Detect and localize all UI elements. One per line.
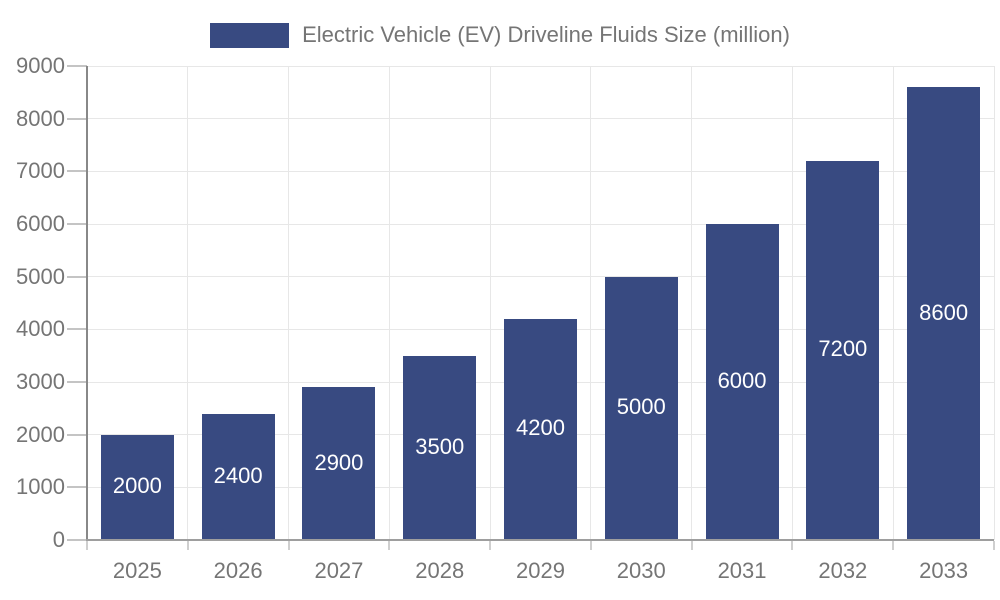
- y-tick-label: 3000: [16, 369, 65, 394]
- v-gridline: [590, 66, 592, 540]
- y-tick-mark: [67, 65, 87, 67]
- y-axis-line: [86, 66, 88, 541]
- y-tick-mark: [67, 486, 87, 489]
- y-tick-label: 5000: [16, 263, 65, 289]
- y-tick-mark: [67, 223, 87, 225]
- bar[interactable]: [100, 434, 174, 540]
- x-tick-label: 2031: [717, 558, 767, 583]
- x-tick-label: 2033: [919, 558, 969, 583]
- x-tick-label: 2026: [213, 558, 263, 583]
- x-tick-label: 2029: [516, 558, 565, 583]
- bar[interactable]: [604, 276, 678, 540]
- v-gridline: [388, 66, 390, 540]
- x-tick-mark: [993, 541, 995, 550]
- bar[interactable]: [302, 387, 376, 540]
- x-tick-mark: [388, 541, 391, 550]
- bar-value-label: 5000: [616, 394, 666, 420]
- legend-label: Electric Vehicle (EV) Driveline Fluids S…: [302, 22, 790, 47]
- v-gridline: [288, 66, 290, 540]
- x-tick-mark: [186, 541, 189, 550]
- x-tick-mark: [589, 541, 592, 550]
- bar-value-label: 4200: [516, 415, 565, 441]
- y-tick-label: 9000: [16, 53, 65, 78]
- y-tick-label: 6000: [16, 211, 65, 236]
- y-tick-mark: [67, 539, 87, 541]
- y-tick-label: 0: [52, 527, 65, 552]
- bar-value-label: 2000: [112, 473, 162, 499]
- bar[interactable]: [504, 318, 577, 540]
- bar-value-label: 6000: [717, 368, 767, 393]
- bar[interactable]: [705, 224, 779, 540]
- y-tick-mark: [67, 275, 87, 278]
- x-tick-mark: [287, 541, 290, 550]
- x-tick-label: 2027: [314, 558, 364, 583]
- bar[interactable]: [403, 355, 477, 540]
- chart-legend[interactable]: Electric Vehicle (EV) Driveline Fluids S…: [0, 21, 1000, 49]
- v-gridline: [993, 66, 995, 540]
- y-tick-label: 7000: [16, 158, 65, 184]
- x-tick-mark: [690, 541, 693, 550]
- x-tick-mark: [489, 541, 492, 550]
- v-gridline: [489, 66, 491, 540]
- y-tick-label: 1000: [16, 474, 65, 500]
- legend-swatch: [210, 22, 290, 48]
- x-tick-mark: [791, 541, 794, 550]
- y-tick-label: 8000: [16, 105, 65, 131]
- x-tick-label: 2030: [616, 558, 666, 583]
- bar-value-label: 8600: [919, 299, 969, 325]
- v-gridline: [791, 66, 793, 540]
- y-tick-mark: [67, 381, 87, 383]
- y-tick-mark: [67, 170, 87, 173]
- v-gridline: [691, 66, 693, 540]
- x-axis-line: [86, 539, 994, 541]
- h-gridline: [87, 170, 994, 172]
- y-tick-mark: [67, 328, 87, 331]
- bar-value-label: 7200: [818, 336, 868, 362]
- bar[interactable]: [201, 413, 275, 540]
- h-gridline: [87, 65, 994, 67]
- bar-value-label: 2900: [314, 449, 364, 475]
- x-tick-label: 2025: [112, 558, 162, 583]
- y-tick-mark: [67, 117, 87, 120]
- bar[interactable]: [806, 160, 880, 540]
- h-gridline: [87, 223, 994, 225]
- bar[interactable]: [907, 87, 981, 540]
- y-tick-label: 4000: [16, 316, 65, 342]
- x-tick-label: 2028: [415, 558, 465, 583]
- bar-value-label: 3500: [415, 433, 465, 459]
- h-gridline: [87, 118, 994, 120]
- v-gridline: [187, 66, 189, 540]
- x-tick-label: 2032: [818, 558, 868, 583]
- x-tick-mark: [86, 541, 88, 550]
- bar-value-label: 2400: [213, 462, 263, 488]
- h-gridline: [87, 276, 994, 278]
- v-gridline: [892, 66, 894, 540]
- x-tick-mark: [892, 541, 895, 550]
- y-tick-mark: [67, 433, 87, 436]
- y-tick-label: 2000: [16, 421, 65, 447]
